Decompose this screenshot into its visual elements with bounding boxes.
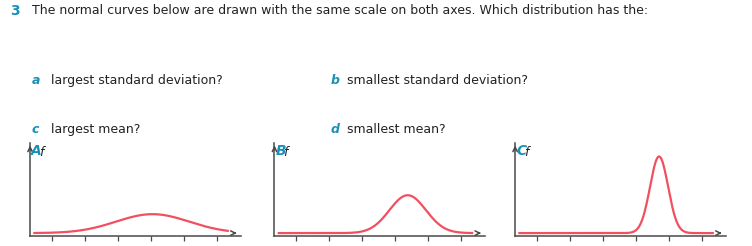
Text: largest mean?: largest mean? — [51, 123, 141, 136]
Text: f: f — [523, 146, 528, 159]
Text: B: B — [275, 144, 287, 158]
Text: 3: 3 — [10, 4, 20, 18]
Text: The normal curves below are drawn with the same scale on both axes. Which distri: The normal curves below are drawn with t… — [32, 4, 647, 17]
Text: C: C — [516, 144, 526, 158]
Text: largest standard deviation?: largest standard deviation? — [51, 74, 223, 87]
Text: c: c — [32, 123, 39, 136]
Text: smallest mean?: smallest mean? — [347, 123, 446, 136]
Text: b: b — [331, 74, 340, 87]
Text: f: f — [283, 146, 287, 159]
Text: f: f — [38, 146, 43, 159]
Text: smallest standard deviation?: smallest standard deviation? — [347, 74, 529, 87]
Text: A: A — [31, 144, 42, 158]
Text: a: a — [32, 74, 40, 87]
Text: d: d — [331, 123, 340, 136]
